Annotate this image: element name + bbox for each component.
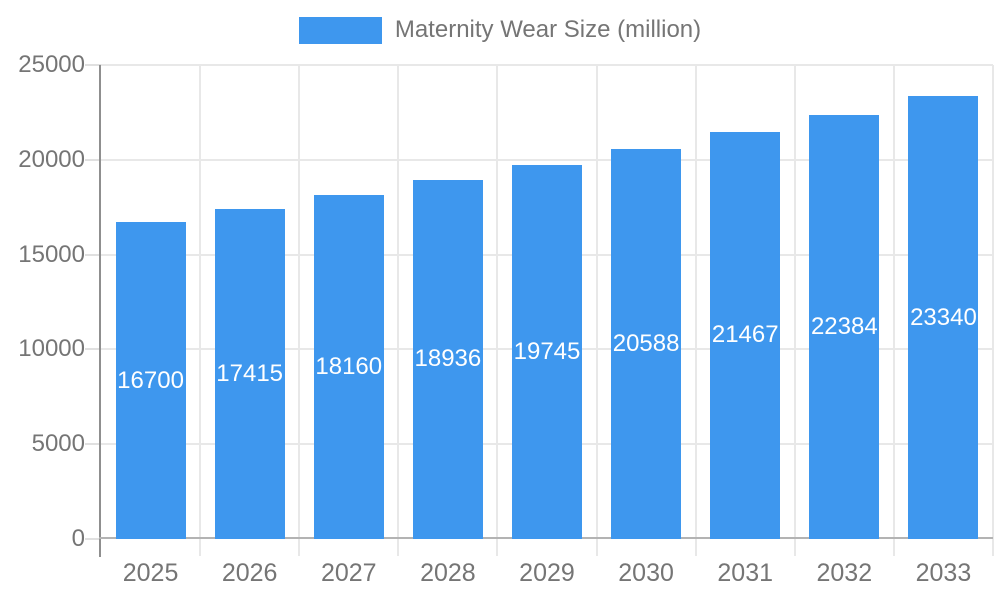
gridline-vertical bbox=[892, 65, 895, 556]
legend[interactable]: Maternity Wear Size (million) bbox=[0, 16, 1000, 44]
y-tick-label: 5000 bbox=[31, 430, 85, 458]
y-tick-mark bbox=[85, 158, 101, 161]
bar-value-label: 18160 bbox=[315, 352, 383, 380]
y-tick-mark bbox=[85, 443, 101, 446]
legend-label: Maternity Wear Size (million) bbox=[394, 16, 702, 43]
x-tick-label: 2030 bbox=[618, 559, 674, 587]
bar-2029[interactable]: 19745 bbox=[512, 164, 582, 539]
x-tick-label: 2033 bbox=[915, 559, 972, 587]
y-tick-mark bbox=[85, 538, 101, 540]
y-axis-line bbox=[99, 65, 101, 557]
x-tick-label: 2031 bbox=[717, 559, 774, 587]
gridline-vertical bbox=[298, 65, 301, 556]
y-tick-label: 15000 bbox=[18, 240, 85, 268]
bar-value-label: 17415 bbox=[216, 359, 284, 387]
gridline-horizontal bbox=[101, 64, 993, 66]
bar-value-label: 21467 bbox=[711, 321, 779, 349]
x-tick-label: 2026 bbox=[221, 559, 278, 587]
plot-area: 16700 17415 18160 18936 19745 20588 21467 22384… bbox=[99, 64, 994, 557]
gridline-horizontal bbox=[101, 158, 993, 161]
bar-value-label: 20588 bbox=[612, 329, 680, 357]
gridline-vertical bbox=[595, 65, 598, 556]
x-tick-label: 2025 bbox=[122, 559, 179, 587]
bar-value-label: 22384 bbox=[810, 312, 878, 340]
gridline-vertical bbox=[992, 65, 994, 556]
x-axis-labels: 2025 2026 2027 2028 2029 2030 2031 2032 2033 bbox=[101, 557, 993, 591]
gridline-vertical bbox=[397, 65, 400, 556]
bar-2032[interactable]: 22384 bbox=[809, 114, 880, 539]
gridline-vertical bbox=[793, 65, 796, 556]
bar-2028[interactable]: 18936 bbox=[412, 179, 483, 539]
y-tick-label: 10000 bbox=[18, 335, 85, 363]
y-tick-label: 0 bbox=[71, 525, 85, 552]
x-tick-label: 2027 bbox=[320, 559, 377, 587]
y-tick-mark bbox=[85, 348, 101, 351]
gridline-vertical bbox=[694, 65, 697, 556]
bar-2030[interactable]: 20588 bbox=[611, 148, 682, 539]
gridline-vertical bbox=[496, 65, 499, 556]
bar-2031[interactable]: 21467 bbox=[710, 131, 781, 539]
bar-2027[interactable]: 18160 bbox=[313, 194, 384, 539]
x-tick-label: 2032 bbox=[816, 559, 873, 587]
x-tick-label: 2029 bbox=[519, 559, 575, 587]
bar-value-label: 16700 bbox=[117, 366, 184, 394]
gridline-vertical bbox=[199, 65, 202, 556]
y-axis-labels: 0 5000 10000 15000 20000 25000 bbox=[0, 51, 101, 552]
bar-2025[interactable]: 16700 bbox=[115, 222, 186, 539]
x-tick-label: 2028 bbox=[420, 559, 476, 587]
legend-swatch[interactable] bbox=[298, 16, 382, 44]
y-tick-mark bbox=[85, 253, 101, 256]
y-tick-label: 25000 bbox=[18, 51, 85, 78]
y-tick-label: 20000 bbox=[18, 145, 85, 173]
y-tick-mark bbox=[85, 64, 101, 66]
bar-2033[interactable]: 23340 bbox=[908, 96, 979, 539]
bar-value-label: 18936 bbox=[414, 345, 482, 373]
bar-2026[interactable]: 17415 bbox=[214, 208, 285, 539]
bar-value-label: 23340 bbox=[910, 303, 977, 331]
bar-value-label: 19745 bbox=[513, 337, 581, 365]
